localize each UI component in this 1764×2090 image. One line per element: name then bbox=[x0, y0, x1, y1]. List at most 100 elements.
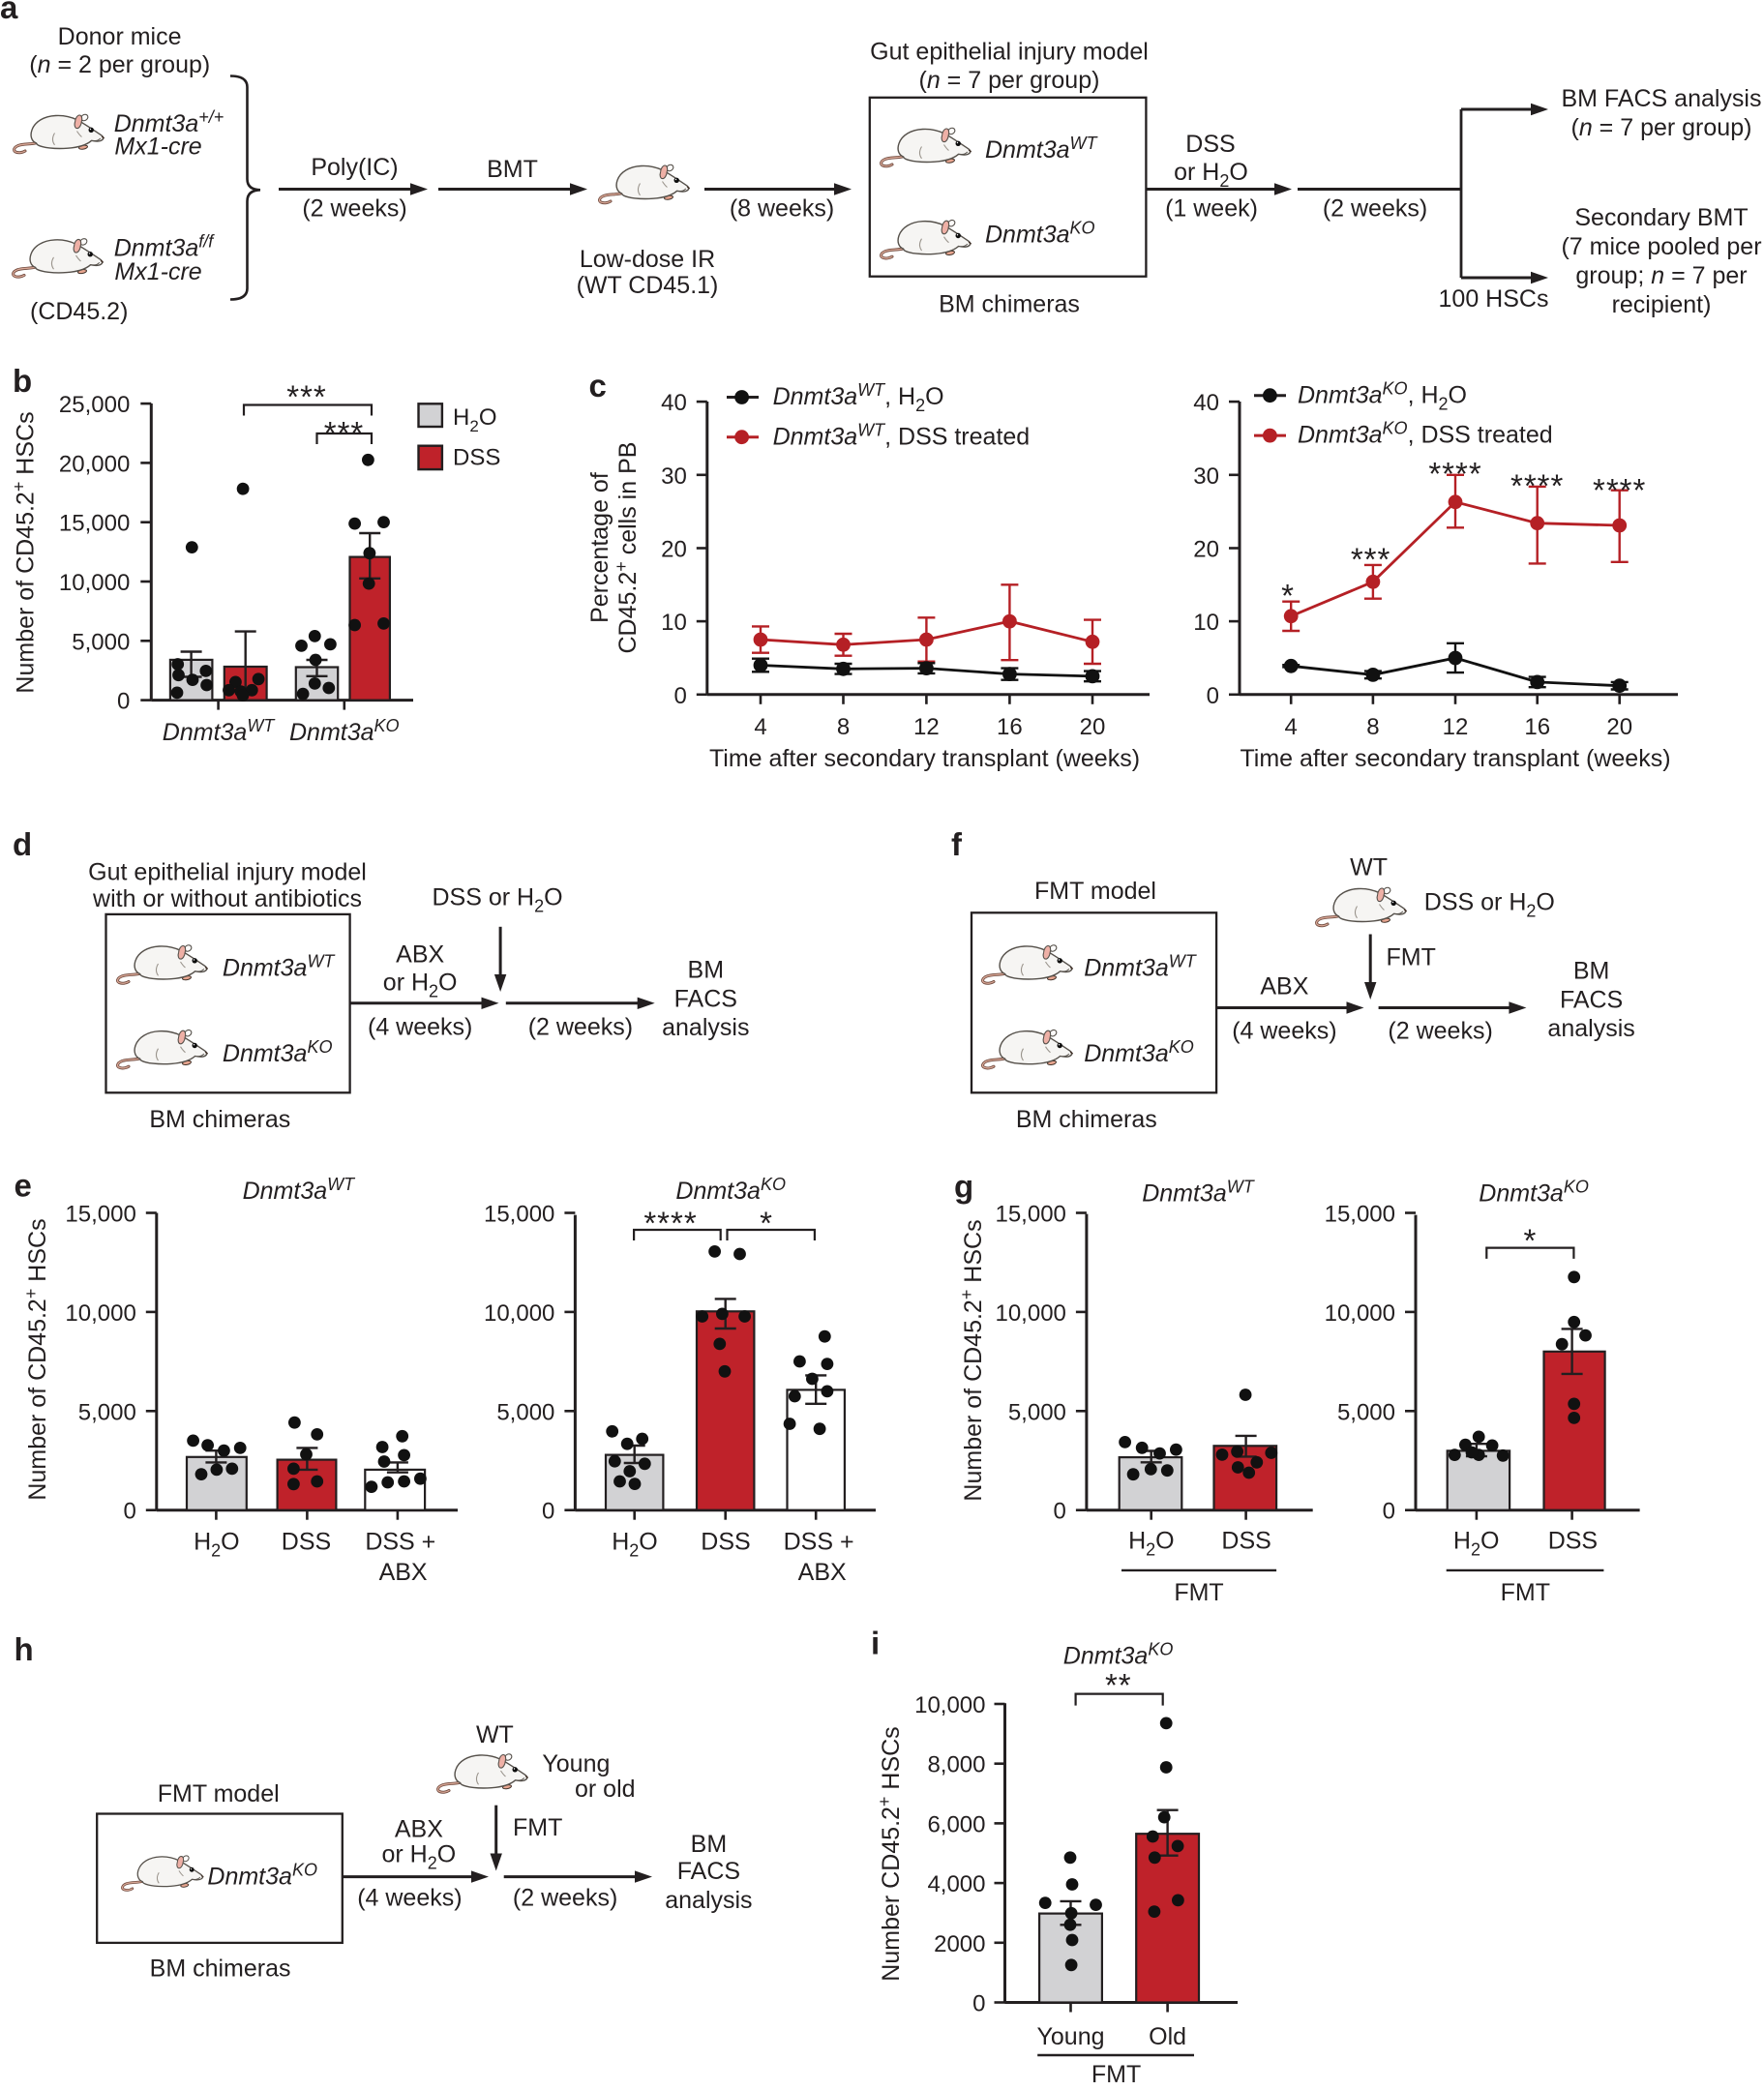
svg-text:20: 20 bbox=[1080, 714, 1106, 740]
svg-text:g: g bbox=[954, 1169, 973, 1205]
svg-text:Donor mice: Donor mice bbox=[58, 23, 182, 50]
svg-text:BM chimeras: BM chimeras bbox=[939, 291, 1080, 318]
svg-text:4: 4 bbox=[754, 714, 766, 740]
svg-text:Gut epithelial injury model: Gut epithelial injury model bbox=[870, 39, 1149, 66]
svg-text:FMT model: FMT model bbox=[1034, 878, 1156, 905]
svg-text:Secondary BMT: Secondary BMT bbox=[1574, 204, 1748, 231]
svg-text:(n = 7 per group): (n = 7 per group) bbox=[1571, 114, 1752, 141]
svg-text:40: 40 bbox=[661, 390, 687, 416]
svg-text:ABX: ABX bbox=[379, 1559, 428, 1586]
svg-text:Dnmt3aKO: Dnmt3aKO bbox=[207, 1860, 317, 1890]
svg-text:0: 0 bbox=[542, 1499, 554, 1525]
svg-text:2000: 2000 bbox=[934, 1931, 985, 1957]
svg-text:e: e bbox=[15, 1168, 32, 1204]
svg-text:15,000: 15,000 bbox=[1325, 1202, 1395, 1228]
svg-text:DSS +: DSS + bbox=[784, 1529, 854, 1556]
svg-text:BM: BM bbox=[691, 1831, 728, 1858]
svg-text:0: 0 bbox=[123, 1499, 135, 1525]
svg-text:Dnmt3aWT, H2O: Dnmt3aWT, H2O bbox=[773, 380, 944, 415]
svg-text:Low-dose IR: Low-dose IR bbox=[580, 246, 715, 273]
svg-text:Dnmt3aKO: Dnmt3aKO bbox=[223, 1037, 333, 1067]
svg-text:BM FACS analysis: BM FACS analysis bbox=[1561, 85, 1761, 112]
svg-text:Dnmt3aWT: Dnmt3aWT bbox=[163, 716, 277, 746]
svg-text:H2O: H2O bbox=[453, 404, 496, 435]
svg-text:0: 0 bbox=[117, 689, 130, 715]
svg-text:group; n = 7 per: group; n = 7 per bbox=[1575, 262, 1747, 289]
svg-text:Dnmt3aWT: Dnmt3aWT bbox=[985, 134, 1099, 164]
svg-text:***: *** bbox=[1351, 542, 1391, 578]
svg-text:12: 12 bbox=[913, 714, 940, 740]
svg-text:*: * bbox=[1523, 1223, 1537, 1259]
svg-text:(1 week): (1 week) bbox=[1165, 195, 1258, 223]
svg-text:20: 20 bbox=[661, 537, 687, 563]
svg-text:8: 8 bbox=[1366, 714, 1379, 740]
svg-text:ABX: ABX bbox=[396, 941, 444, 969]
svg-text:Young: Young bbox=[1037, 2023, 1105, 2050]
svg-text:***: *** bbox=[286, 379, 327, 415]
svg-text:****: **** bbox=[1428, 456, 1481, 492]
svg-text:*: * bbox=[760, 1206, 773, 1241]
svg-text:FMT: FMT bbox=[1091, 2061, 1141, 2088]
svg-text:FACS: FACS bbox=[677, 1858, 740, 1885]
svg-text:*: * bbox=[1281, 578, 1295, 613]
svg-text:Gut epithelial injury model: Gut epithelial injury model bbox=[88, 859, 367, 886]
svg-text:Dnmt3aKO: Dnmt3aKO bbox=[289, 716, 400, 746]
svg-text:30: 30 bbox=[661, 463, 687, 490]
svg-text:5,000: 5,000 bbox=[496, 1399, 554, 1425]
svg-text:40: 40 bbox=[1193, 390, 1219, 416]
svg-text:10,000: 10,000 bbox=[995, 1300, 1065, 1327]
svg-text:DSS or H2O: DSS or H2O bbox=[433, 884, 563, 916]
svg-text:FMT: FMT bbox=[1387, 944, 1436, 971]
svg-text:10,000: 10,000 bbox=[65, 1300, 135, 1327]
svg-text:WT: WT bbox=[1350, 854, 1388, 881]
svg-text:Old: Old bbox=[1149, 2023, 1186, 2050]
svg-text:Number of CD45.2+ HSCs: Number of CD45.2+ HSCs bbox=[10, 411, 40, 693]
svg-text:Mx1-cre: Mx1-cre bbox=[114, 134, 201, 161]
svg-text:analysis: analysis bbox=[665, 1887, 752, 1914]
svg-text:10,000: 10,000 bbox=[914, 1692, 985, 1718]
svg-text:or H2O: or H2O bbox=[1174, 159, 1248, 191]
svg-text:**: ** bbox=[1105, 1667, 1132, 1703]
svg-text:Dnmt3aWT: Dnmt3aWT bbox=[1084, 952, 1198, 982]
svg-text:with or without antibiotics: with or without antibiotics bbox=[92, 885, 362, 912]
svg-text:BM chimeras: BM chimeras bbox=[150, 1956, 291, 1983]
svg-text:5,000: 5,000 bbox=[1008, 1399, 1066, 1425]
svg-text:(4 weeks): (4 weeks) bbox=[357, 1884, 462, 1911]
svg-text:Dnmt3aWT, DSS treated: Dnmt3aWT, DSS treated bbox=[773, 420, 1031, 450]
svg-text:DSS or H2O: DSS or H2O bbox=[1424, 889, 1555, 921]
svg-text:DSS: DSS bbox=[453, 445, 500, 471]
svg-text:Dnmt3aKO, DSS treated: Dnmt3aKO, DSS treated bbox=[1298, 419, 1553, 449]
svg-text:Number CD45.2+ HSCs: Number CD45.2+ HSCs bbox=[875, 1726, 905, 1981]
svg-text:Number of CD45.2+ HSCs: Number of CD45.2+ HSCs bbox=[957, 1219, 987, 1501]
svg-text:15,000: 15,000 bbox=[59, 511, 130, 537]
svg-text:DSS +: DSS + bbox=[365, 1529, 435, 1556]
svg-text:analysis: analysis bbox=[662, 1014, 749, 1041]
svg-text:Dnmt3aKO: Dnmt3aKO bbox=[1063, 1639, 1174, 1669]
svg-text:recipient): recipient) bbox=[1612, 291, 1712, 318]
svg-text:(4 weeks): (4 weeks) bbox=[1232, 1017, 1336, 1044]
svg-text:10: 10 bbox=[1193, 610, 1219, 636]
svg-text:12: 12 bbox=[1443, 714, 1469, 740]
svg-text:0: 0 bbox=[972, 1991, 985, 2017]
svg-text:BM chimeras: BM chimeras bbox=[149, 1106, 290, 1133]
svg-text:10,000: 10,000 bbox=[59, 570, 130, 596]
svg-text:H2O: H2O bbox=[1453, 1528, 1500, 1560]
svg-text:DSS: DSS bbox=[1548, 1528, 1598, 1555]
svg-text:Time after secondary transplan: Time after secondary transplant (weeks) bbox=[709, 745, 1140, 772]
svg-text:Dnmt3aKO: Dnmt3aKO bbox=[985, 219, 1095, 249]
svg-text:0: 0 bbox=[1207, 683, 1219, 709]
svg-text:8,000: 8,000 bbox=[927, 1752, 985, 1778]
svg-text:0: 0 bbox=[1054, 1499, 1066, 1525]
svg-text:Dnmt3af/f: Dnmt3af/f bbox=[114, 232, 216, 262]
svg-text:Dnmt3aKO: Dnmt3aKO bbox=[1479, 1178, 1589, 1208]
svg-text:H2O: H2O bbox=[1128, 1528, 1175, 1560]
svg-text:Dnmt3aWT: Dnmt3aWT bbox=[243, 1175, 357, 1205]
svg-text:16: 16 bbox=[997, 714, 1023, 740]
svg-text:Poly(IC): Poly(IC) bbox=[311, 154, 398, 181]
svg-text:4: 4 bbox=[1285, 714, 1298, 740]
svg-text:(2 weeks): (2 weeks) bbox=[1323, 195, 1427, 223]
svg-text:FMT: FMT bbox=[1501, 1579, 1550, 1606]
svg-text:FMT model: FMT model bbox=[158, 1780, 280, 1807]
svg-text:CD45.2+ cells in PB: CD45.2+ cells in PB bbox=[612, 442, 642, 654]
svg-text:(7 mice pooled per: (7 mice pooled per bbox=[1561, 233, 1761, 260]
